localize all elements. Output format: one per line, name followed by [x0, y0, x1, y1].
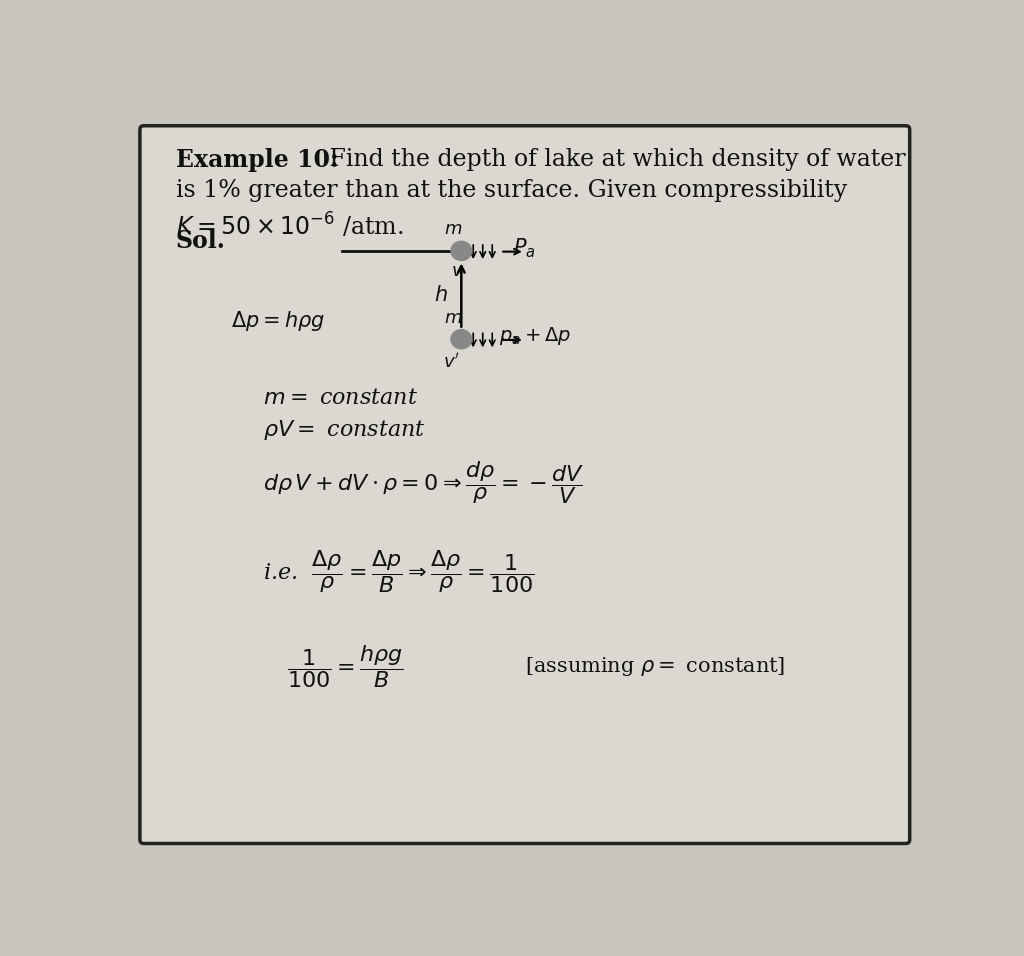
Text: i.e.  $\dfrac{\Delta\rho}{\rho} = \dfrac{\Delta p}{B} \Rightarrow \dfrac{\Delta\: i.e. $\dfrac{\Delta\rho}{\rho} = \dfrac{…	[263, 548, 535, 595]
Text: $\Delta p = h\rho g$: $\Delta p = h\rho g$	[231, 309, 326, 333]
Text: is 1% greater than at the surface. Given compressibility: is 1% greater than at the surface. Given…	[176, 180, 847, 203]
Text: $d\rho\, V + dV \cdot \rho = 0 \Rightarrow \dfrac{d\rho}{\rho} = -\dfrac{dV}{V}$: $d\rho\, V + dV \cdot \rho = 0 \Rightarr…	[263, 459, 584, 507]
Circle shape	[451, 241, 472, 260]
Text: $h$: $h$	[433, 285, 447, 305]
Text: $m =$ constant: $m =$ constant	[263, 387, 418, 409]
Text: Find the depth of lake at which density of water: Find the depth of lake at which density …	[323, 148, 906, 171]
Text: $m$: $m$	[444, 309, 463, 327]
Text: $v'$: $v'$	[443, 353, 460, 372]
Text: $v$: $v$	[451, 262, 464, 280]
Text: $\rho V =$ constant: $\rho V =$ constant	[263, 418, 426, 442]
Text: Sol.: Sol.	[176, 228, 225, 252]
Text: $m$: $m$	[444, 220, 463, 238]
Text: Example 10:: Example 10:	[176, 148, 338, 172]
Text: $p_a + \Delta p$: $p_a + \Delta p$	[500, 324, 571, 347]
Text: [assuming $\rho =$ constant]: [assuming $\rho =$ constant]	[524, 655, 785, 679]
Text: $P_a$: $P_a$	[513, 237, 536, 260]
Text: $\dfrac{1}{100} = \dfrac{h\rho g}{B}$: $\dfrac{1}{100} = \dfrac{h\rho g}{B}$	[287, 643, 403, 690]
FancyBboxPatch shape	[140, 126, 909, 843]
Text: $K = 50 \times 10^{-6}$ /atm.: $K = 50 \times 10^{-6}$ /atm.	[176, 211, 403, 240]
Circle shape	[451, 330, 472, 349]
